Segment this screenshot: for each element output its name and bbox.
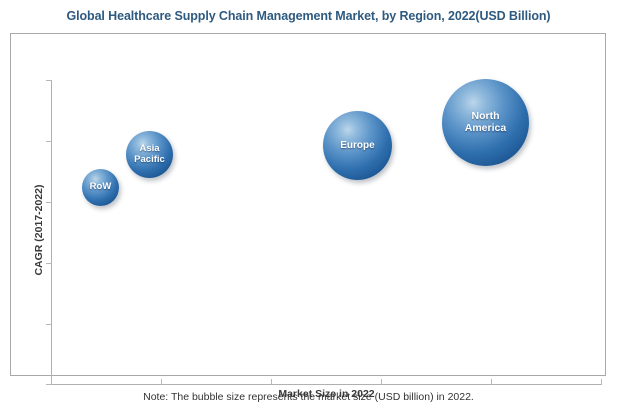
bubble-asia-pacific[interactable]: Asia Pacific xyxy=(126,131,173,178)
y-axis-tick xyxy=(46,202,52,203)
chart-footnote: Note: The bubble size represents the mar… xyxy=(143,391,474,403)
bubble-label-north-america: North America xyxy=(463,109,508,135)
x-axis-tick xyxy=(491,379,492,385)
y-axis-title: CAGR (2017-2022) xyxy=(33,184,45,276)
bubble-label-asia-pacific: Asia Pacific xyxy=(132,142,167,165)
chart-title: Global Healthcare Supply Chain Managemen… xyxy=(66,9,551,23)
bubble-label-row: RoW xyxy=(89,181,112,193)
bubble-north-america[interactable]: North America xyxy=(442,79,529,166)
y-axis-tick xyxy=(46,141,52,142)
y-axis-tick xyxy=(46,324,52,325)
y-axis-tick xyxy=(46,384,52,385)
bubble-label-line1: North xyxy=(471,109,500,122)
x-axis-tick xyxy=(51,379,52,385)
bubble-label-line2: Pacific xyxy=(134,153,165,165)
x-axis-line xyxy=(51,384,602,385)
bubble-label-line2: America xyxy=(464,121,507,134)
y-axis-tick xyxy=(46,263,52,264)
x-axis-title: Market Size in 2022 xyxy=(278,388,375,400)
bubble-europe[interactable]: Europe xyxy=(323,111,392,180)
bubble-label-europe: Europe xyxy=(340,139,375,151)
x-axis-tick xyxy=(601,379,602,385)
x-axis-tick xyxy=(271,379,272,385)
y-axis-line xyxy=(51,80,52,385)
bubble-label-line1: Asia xyxy=(139,142,160,154)
y-axis-tick xyxy=(46,80,52,81)
plot-area-frame: CAGR (2017-2022) Market Size in 2022 RoW… xyxy=(10,33,606,400)
x-axis-tick xyxy=(381,379,382,385)
x-axis-tick xyxy=(161,379,162,385)
bubble-row[interactable]: RoW xyxy=(82,169,119,206)
